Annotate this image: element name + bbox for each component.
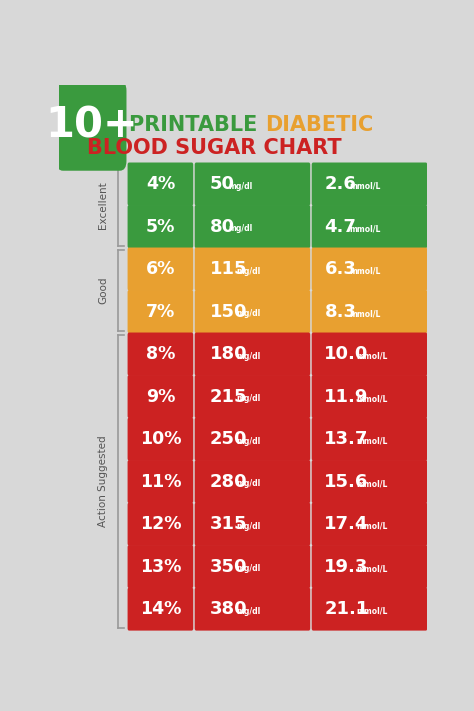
Text: mg/dl: mg/dl <box>237 522 261 530</box>
Text: mmol/L: mmol/L <box>349 267 381 276</box>
Text: mmol/L: mmol/L <box>357 352 388 360</box>
FancyBboxPatch shape <box>312 587 427 631</box>
Text: 4%: 4% <box>146 175 175 193</box>
Text: 80: 80 <box>210 218 235 235</box>
Text: 5%: 5% <box>146 218 175 235</box>
Text: 250: 250 <box>210 430 247 448</box>
Text: mmol/L: mmol/L <box>357 479 388 488</box>
Text: 19.3: 19.3 <box>324 557 369 576</box>
Text: 350: 350 <box>210 557 247 576</box>
Text: mmol/L: mmol/L <box>357 394 388 403</box>
FancyBboxPatch shape <box>312 417 427 461</box>
Text: 12%: 12% <box>140 515 181 533</box>
FancyBboxPatch shape <box>312 247 427 291</box>
Text: 21.1: 21.1 <box>324 600 369 618</box>
Text: 14%: 14% <box>140 600 181 618</box>
Text: 11.9: 11.9 <box>324 387 369 405</box>
Text: mg/dl: mg/dl <box>237 565 261 573</box>
Text: 6.3: 6.3 <box>324 260 356 278</box>
FancyBboxPatch shape <box>128 375 193 418</box>
FancyBboxPatch shape <box>195 545 310 588</box>
Text: 11%: 11% <box>140 473 181 491</box>
Text: 13.7: 13.7 <box>324 430 369 448</box>
FancyBboxPatch shape <box>312 545 427 588</box>
Text: PRINTABLE: PRINTABLE <box>129 114 265 135</box>
Text: mg/dl: mg/dl <box>237 267 261 276</box>
FancyBboxPatch shape <box>56 81 127 171</box>
Text: mg/dl: mg/dl <box>229 224 253 233</box>
Text: 8.3: 8.3 <box>324 303 356 321</box>
Text: mg/dl: mg/dl <box>237 606 261 616</box>
Text: mg/dl: mg/dl <box>237 394 261 403</box>
Text: 8%: 8% <box>146 345 175 363</box>
FancyBboxPatch shape <box>312 460 427 503</box>
FancyBboxPatch shape <box>195 247 310 291</box>
FancyBboxPatch shape <box>195 205 310 248</box>
FancyBboxPatch shape <box>128 290 193 333</box>
Text: 2.6: 2.6 <box>324 175 356 193</box>
Text: Good: Good <box>98 277 109 304</box>
Text: 150: 150 <box>210 303 247 321</box>
FancyBboxPatch shape <box>128 333 193 375</box>
Text: mmol/L: mmol/L <box>357 606 388 616</box>
Text: 10+: 10+ <box>45 105 138 147</box>
Text: mg/dl: mg/dl <box>237 309 261 319</box>
Text: 315: 315 <box>210 515 247 533</box>
FancyBboxPatch shape <box>312 503 427 545</box>
Text: Excellent: Excellent <box>98 181 109 229</box>
FancyBboxPatch shape <box>128 163 193 205</box>
FancyBboxPatch shape <box>128 545 193 588</box>
Text: 17.4: 17.4 <box>324 515 369 533</box>
Text: 7%: 7% <box>146 303 175 321</box>
Text: 215: 215 <box>210 387 247 405</box>
Text: mmol/L: mmol/L <box>357 437 388 446</box>
Text: DIABETIC: DIABETIC <box>265 114 373 135</box>
Text: 380: 380 <box>210 600 247 618</box>
FancyBboxPatch shape <box>312 163 427 205</box>
FancyBboxPatch shape <box>195 375 310 418</box>
FancyBboxPatch shape <box>128 247 193 291</box>
Text: mmol/L: mmol/L <box>349 309 381 319</box>
Text: 9%: 9% <box>146 387 175 405</box>
FancyBboxPatch shape <box>128 205 193 248</box>
Text: 4.7: 4.7 <box>324 218 356 235</box>
Text: mg/dl: mg/dl <box>237 352 261 360</box>
Text: mmol/L: mmol/L <box>349 182 381 191</box>
Text: 15.6: 15.6 <box>324 473 369 491</box>
Text: Action Suggested: Action Suggested <box>98 436 109 528</box>
Text: 280: 280 <box>210 473 247 491</box>
Text: mmol/L: mmol/L <box>357 565 388 573</box>
FancyBboxPatch shape <box>312 290 427 333</box>
FancyBboxPatch shape <box>195 163 310 205</box>
FancyBboxPatch shape <box>312 205 427 248</box>
Text: 6%: 6% <box>146 260 175 278</box>
Text: BLOOD SUGAR CHART: BLOOD SUGAR CHART <box>88 138 342 159</box>
Text: 10.0: 10.0 <box>324 345 369 363</box>
Text: 180: 180 <box>210 345 247 363</box>
Text: 10%: 10% <box>140 430 181 448</box>
Text: 13%: 13% <box>140 557 181 576</box>
FancyBboxPatch shape <box>312 375 427 418</box>
FancyBboxPatch shape <box>195 417 310 461</box>
FancyBboxPatch shape <box>128 460 193 503</box>
Text: 115: 115 <box>210 260 247 278</box>
FancyBboxPatch shape <box>128 503 193 545</box>
FancyBboxPatch shape <box>195 587 310 631</box>
FancyBboxPatch shape <box>128 417 193 461</box>
Text: 50: 50 <box>210 175 235 193</box>
Text: mmol/L: mmol/L <box>349 224 381 233</box>
FancyBboxPatch shape <box>312 333 427 375</box>
FancyBboxPatch shape <box>128 587 193 631</box>
Text: mg/dl: mg/dl <box>237 479 261 488</box>
FancyBboxPatch shape <box>195 290 310 333</box>
Text: mmol/L: mmol/L <box>357 522 388 530</box>
Text: mg/dl: mg/dl <box>229 182 253 191</box>
FancyBboxPatch shape <box>195 333 310 375</box>
FancyBboxPatch shape <box>195 503 310 545</box>
FancyBboxPatch shape <box>195 460 310 503</box>
Text: mg/dl: mg/dl <box>237 437 261 446</box>
